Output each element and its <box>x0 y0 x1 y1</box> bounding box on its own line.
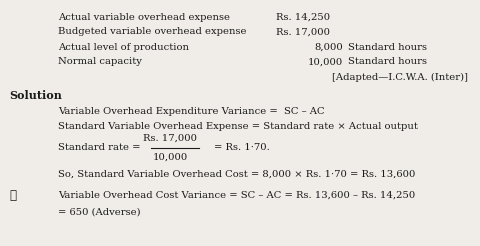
Text: Actual variable overhead expense: Actual variable overhead expense <box>58 13 229 22</box>
Text: Standard rate =: Standard rate = <box>58 143 143 152</box>
Text: ∴: ∴ <box>10 189 17 202</box>
Text: 8,000: 8,000 <box>314 43 343 52</box>
Text: Budgeted variable overhead expense: Budgeted variable overhead expense <box>58 28 246 36</box>
Text: Rs. 17,000: Rs. 17,000 <box>144 133 197 142</box>
Text: Variable Overhead Expenditure Variance =  SC – AC: Variable Overhead Expenditure Variance =… <box>58 108 324 116</box>
Text: = 650 (Adverse): = 650 (Adverse) <box>58 207 140 216</box>
Text: Standard hours: Standard hours <box>348 58 427 66</box>
Text: = Rs. 1·70.: = Rs. 1·70. <box>214 143 269 152</box>
Text: Standard hours: Standard hours <box>348 43 427 52</box>
Text: Variable Overhead Cost Variance = SC – AC = Rs. 13,600 – Rs. 14,250: Variable Overhead Cost Variance = SC – A… <box>58 191 415 200</box>
Text: Rs. 17,000: Rs. 17,000 <box>276 28 330 36</box>
Text: [Adapted—I.C.W.A. (Inter)]: [Adapted—I.C.W.A. (Inter)] <box>332 73 468 82</box>
Text: Rs. 14,250: Rs. 14,250 <box>276 13 330 22</box>
Text: Standard Variable Overhead Expense = Standard rate × Actual output: Standard Variable Overhead Expense = Sta… <box>58 122 418 131</box>
Text: Normal capacity: Normal capacity <box>58 58 142 66</box>
Text: So, Standard Variable Overhead Cost = 8,000 × Rs. 1·70 = Rs. 13,600: So, Standard Variable Overhead Cost = 8,… <box>58 170 415 179</box>
Text: 10,000: 10,000 <box>153 153 188 161</box>
Text: Solution: Solution <box>10 91 62 101</box>
Text: 10,000: 10,000 <box>308 58 343 66</box>
Text: Actual level of production: Actual level of production <box>58 43 189 52</box>
